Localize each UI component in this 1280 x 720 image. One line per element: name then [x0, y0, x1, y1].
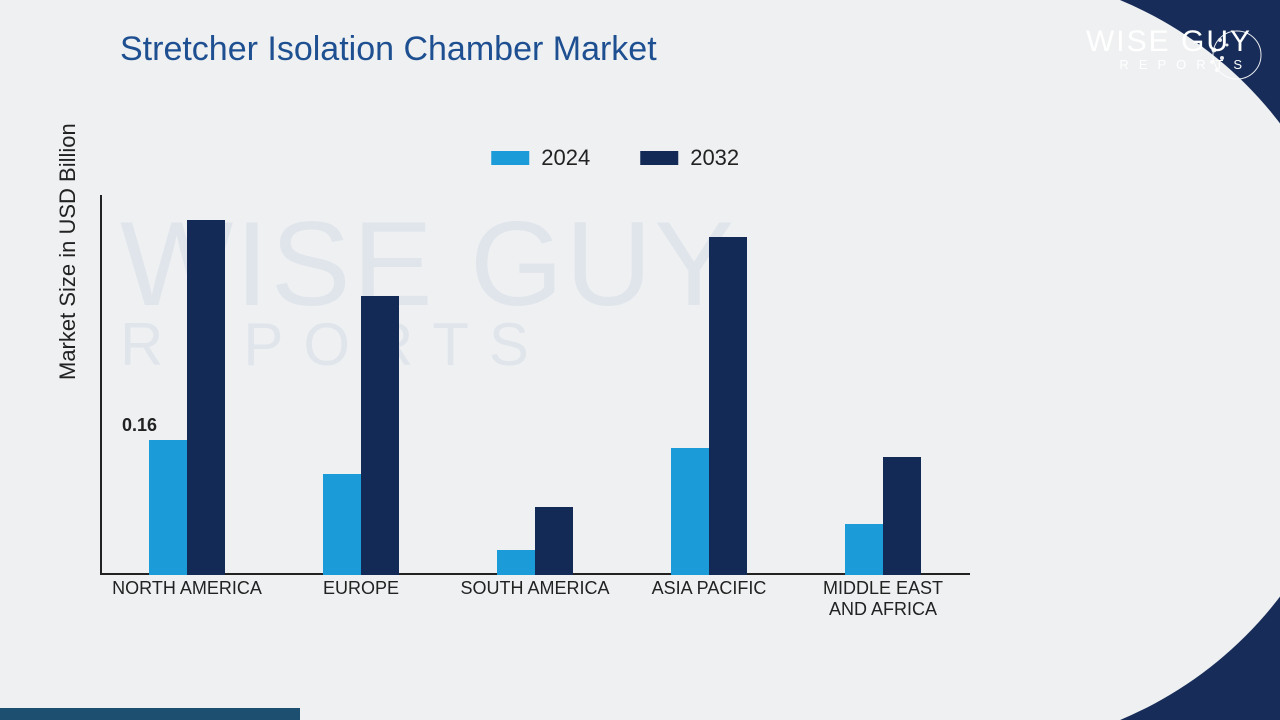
bar-group: 0.16: [112, 195, 262, 575]
page: WISE GUY REPORTS Stretcher Isolation Cha…: [0, 0, 1280, 720]
bar-group: [808, 195, 958, 575]
bar-group: [460, 195, 610, 575]
bar-group: [634, 195, 784, 575]
legend-swatch-2024: [491, 151, 529, 165]
head-icon: [1192, 20, 1262, 90]
legend: 2024 2032: [491, 145, 739, 171]
legend-item-2032: 2032: [640, 145, 739, 171]
bar-2024: [497, 550, 535, 575]
x-label: EUROPE: [286, 578, 436, 619]
bar-group: [286, 195, 436, 575]
bar-2032: [361, 296, 399, 575]
bar-2032: [883, 457, 921, 575]
bar-2024: [845, 524, 883, 575]
bar-2024: [149, 440, 187, 575]
y-axis-label: Market Size in USD Billion: [55, 123, 81, 380]
x-axis-labels: NORTH AMERICA EUROPE SOUTH AMERICA ASIA …: [100, 578, 970, 619]
legend-label-2032: 2032: [690, 145, 739, 171]
x-label: MIDDLE EAST AND AFRICA: [808, 578, 958, 619]
bar-2024: [671, 448, 709, 575]
x-label: ASIA PACIFIC: [634, 578, 784, 619]
bar-2032: [535, 507, 573, 575]
legend-item-2024: 2024: [491, 145, 590, 171]
bar-2024: [323, 474, 361, 575]
chart-title: Stretcher Isolation Chamber Market: [120, 30, 657, 69]
legend-label-2024: 2024: [541, 145, 590, 171]
bottom-strip: [0, 708, 300, 720]
bar-groups: 0.16: [100, 195, 970, 575]
x-label: NORTH AMERICA: [112, 578, 262, 619]
plot-area: 0.16: [100, 195, 970, 575]
value-label: 0.16: [122, 415, 157, 436]
x-label: SOUTH AMERICA: [460, 578, 610, 619]
bar-2032: [709, 237, 747, 575]
bar-2032: [187, 220, 225, 575]
legend-swatch-2032: [640, 151, 678, 165]
brand-logo: WISE GUY REPORTS: [1086, 25, 1252, 72]
